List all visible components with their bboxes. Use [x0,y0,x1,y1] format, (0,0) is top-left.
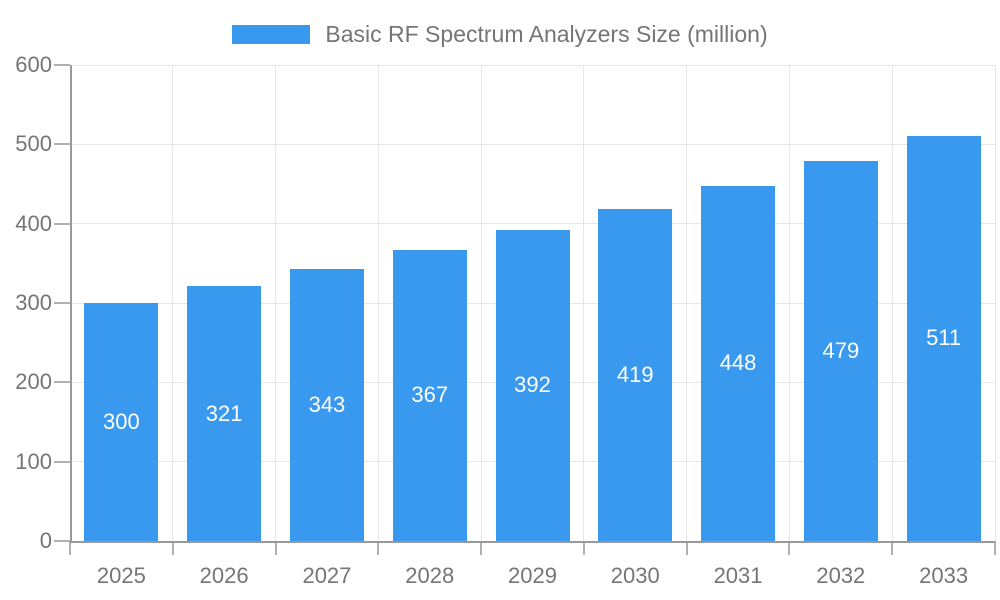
h-gridline [70,143,995,145]
y-tick [54,540,70,542]
x-axis-label-2033: 2033 [919,563,969,588]
x-axis-label-2029: 2029 [508,563,557,588]
y-axis-label: 200 [15,369,52,395]
y-axis-label: 600 [15,52,52,77]
x-axis-label-2025: 2025 [96,563,146,588]
x-tick [69,541,71,555]
x-axis-label-2026: 2026 [199,563,249,588]
x-axis-label-2028: 2028 [405,563,455,588]
legend-swatch[interactable] [232,24,311,44]
h-gridline [70,64,995,66]
v-gridline [275,65,277,541]
v-gridline [994,65,996,541]
y-axis-label: 300 [15,290,52,315]
x-tick [480,541,483,555]
x-tick [994,541,996,555]
x-tick [171,541,174,555]
v-gridline [480,65,482,541]
bar-2027[interactable]: 343 [289,268,364,541]
bar-value-label: 392 [514,372,551,398]
bar-value-label: 367 [411,382,449,408]
bar-value-label: 448 [719,350,757,376]
bar-value-label: 479 [822,337,860,363]
v-gridline [891,65,893,541]
y-axis-label: 500 [15,131,52,157]
x-axis-label-2031: 2031 [713,563,763,588]
legend-label[interactable]: Basic RF Spectrum Analyzers Size (millio… [325,20,768,47]
bar-2032[interactable]: 479 [803,160,878,541]
bar-value-label: 343 [308,391,346,417]
y-tick [54,64,70,66]
x-tick [788,541,791,555]
x-axis-label-2032: 2032 [816,563,866,588]
x-axis-label-2027: 2027 [302,563,352,588]
bar-2030[interactable]: 419 [598,208,673,541]
v-gridline [583,65,585,541]
y-tick [54,302,70,304]
x-tick [891,541,894,555]
y-axis-label: 100 [15,448,52,474]
x-axis-line [70,541,995,543]
bar-2031[interactable]: 448 [701,185,776,541]
y-axis-label: 0 [39,528,52,553]
x-tick [377,541,380,555]
v-gridline [686,65,688,541]
x-axis-label-2030: 2030 [610,563,660,588]
legend: Basic RF Spectrum Analyzers Size (millio… [0,20,1000,48]
y-tick [54,460,70,463]
bar-value-label: 300 [103,409,140,434]
y-tick [54,143,70,146]
x-tick [582,541,585,555]
bar-2026[interactable]: 321 [187,286,262,541]
bar-2029[interactable]: 392 [495,230,570,541]
h-gridline [70,223,995,225]
bar-2033[interactable]: 511 [906,135,981,541]
x-tick [274,541,277,555]
v-gridline [377,65,379,541]
bar-2028[interactable]: 367 [392,249,467,541]
y-tick [54,381,70,384]
y-tick [54,222,70,225]
bar-value-label: 321 [205,400,243,426]
bar-value-label: 419 [616,361,654,387]
y-axis-line [70,65,72,543]
v-gridline [172,65,174,541]
x-tick [685,541,688,555]
y-axis-label: 400 [15,210,52,236]
bar-value-label: 511 [926,325,962,351]
bar-2025[interactable]: 300 [84,303,159,541]
v-gridline [788,65,790,541]
